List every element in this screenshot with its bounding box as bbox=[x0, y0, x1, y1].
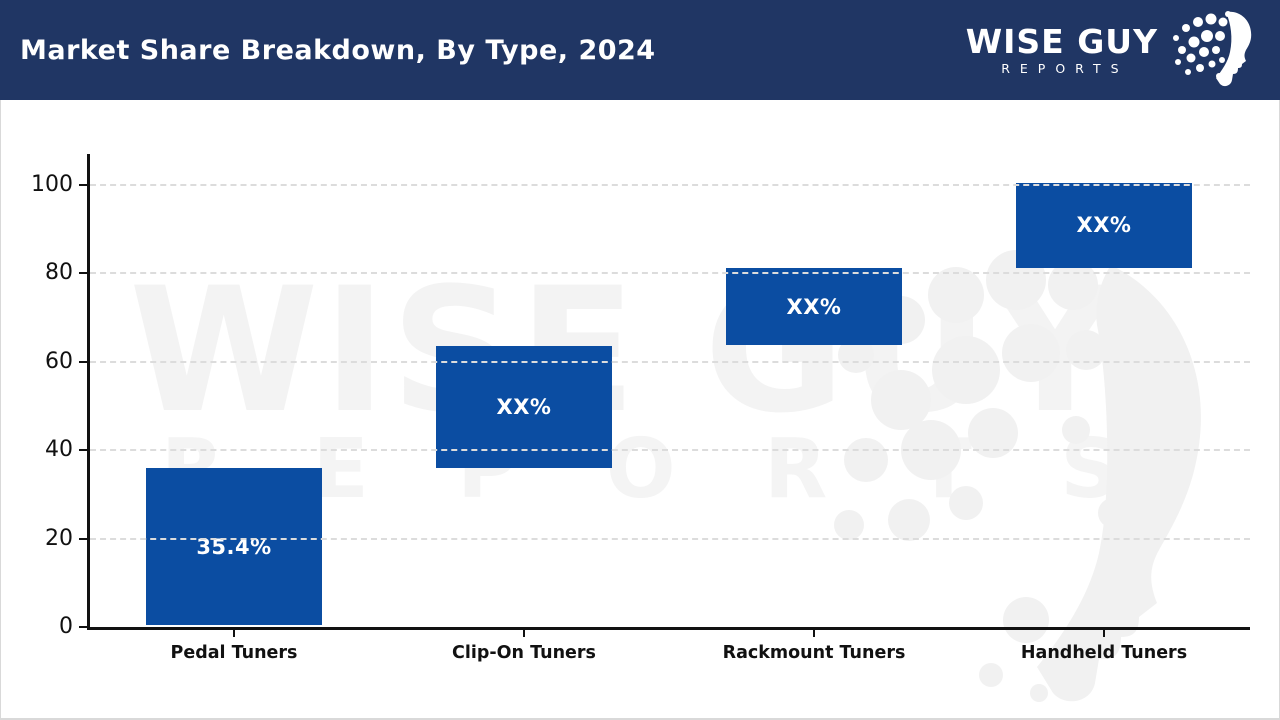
y-tick-mark bbox=[79, 626, 88, 628]
header-bar: Market Share Breakdown, By Type, 2024 WI… bbox=[0, 0, 1280, 100]
y-tick-label: 20 bbox=[45, 525, 73, 551]
bar-segment: 35.4% bbox=[146, 468, 322, 625]
y-tick-label: 0 bbox=[59, 614, 73, 639]
bar-segment: XX% bbox=[436, 346, 612, 469]
gridline bbox=[90, 183, 1250, 186]
gridline bbox=[90, 449, 1250, 451]
face-profile-logo-icon bbox=[1164, 4, 1256, 96]
bar-value-label: XX% bbox=[786, 294, 842, 319]
bar-segment: XX% bbox=[726, 268, 902, 345]
bar-value-label: XX% bbox=[1076, 213, 1132, 238]
gridline bbox=[90, 360, 1250, 363]
brand-name: WISE GUY bbox=[965, 21, 1158, 61]
plot-area: 35.4% XX% XX% XX% bbox=[89, 182, 1249, 625]
x-tick-mark bbox=[233, 630, 235, 637]
brand-logo-text: WISE GUY REPORTS bbox=[966, 25, 1158, 76]
x-category-label: Rackmount Tuners bbox=[722, 643, 906, 663]
x-category-label: Pedal Tuners bbox=[170, 643, 298, 663]
x-tick-mark bbox=[523, 630, 525, 637]
x-tick-mark bbox=[813, 630, 815, 637]
gridline bbox=[90, 537, 1250, 540]
bar-value-label: XX% bbox=[496, 395, 552, 420]
y-tick-mark bbox=[79, 183, 88, 186]
y-tick-mark bbox=[79, 537, 88, 540]
y-tick-label: 100 bbox=[31, 171, 73, 197]
brand-logo: WISE GUY REPORTS bbox=[966, 4, 1256, 96]
x-tick-mark bbox=[1103, 630, 1105, 637]
x-category-label: Handheld Tuners bbox=[1020, 643, 1188, 663]
y-tick-mark bbox=[79, 272, 88, 274]
y-tick-label: 40 bbox=[45, 437, 73, 462]
y-axis bbox=[87, 154, 90, 630]
brand-subname: REPORTS bbox=[1001, 60, 1129, 76]
y-tick-label: 60 bbox=[45, 348, 73, 374]
bar-segment: XX% bbox=[1016, 182, 1192, 269]
page-title: Market Share Breakdown, By Type, 2024 bbox=[20, 34, 656, 66]
y-tick-mark bbox=[79, 360, 88, 363]
y-tick-label: 80 bbox=[45, 260, 73, 285]
x-axis bbox=[87, 627, 1250, 630]
y-tick-mark bbox=[79, 449, 88, 451]
gridline bbox=[90, 272, 1250, 274]
x-category-label: Clip-On Tuners bbox=[452, 643, 596, 663]
